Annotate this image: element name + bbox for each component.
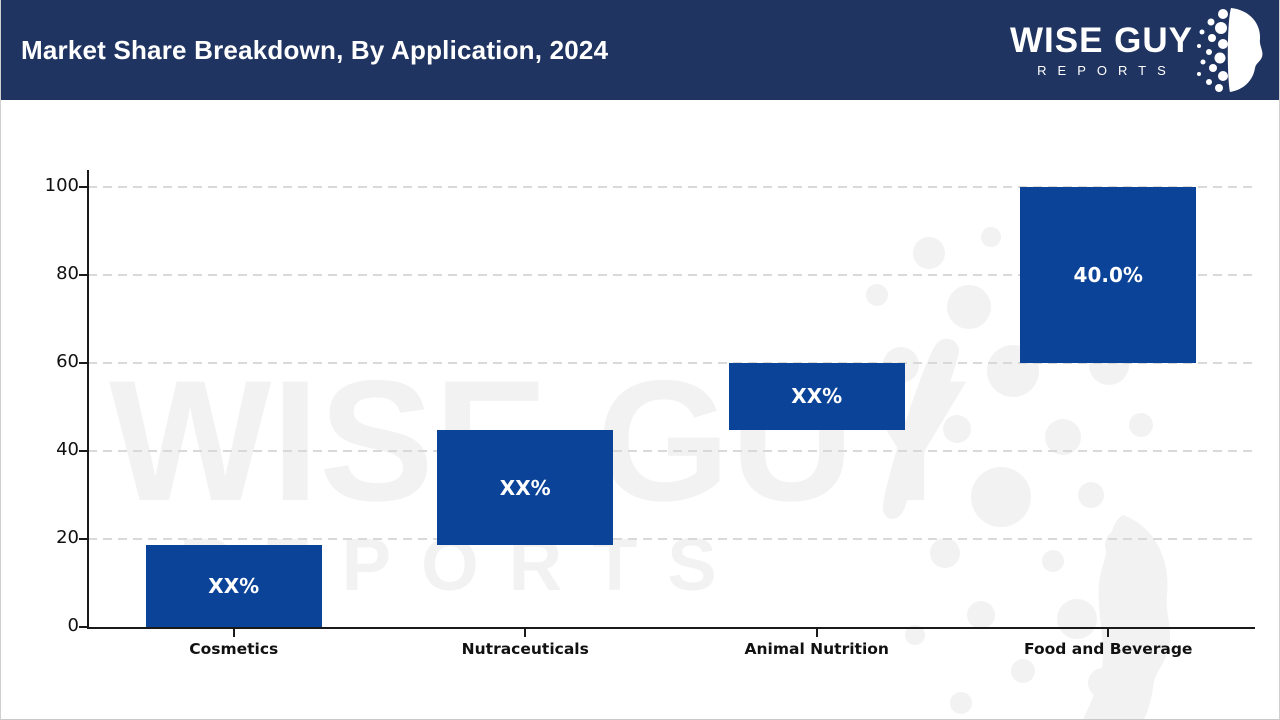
x-tick-mark: [815, 629, 818, 637]
brand-name: WISE GUY: [1009, 20, 1193, 60]
y-tick-mark: [79, 626, 87, 628]
y-tick-mark: [79, 538, 87, 540]
x-tick-mark: [232, 629, 235, 637]
y-tick-label: 20: [56, 527, 79, 548]
x-category-label: Cosmetics: [189, 640, 279, 658]
y-tick-mark: [79, 274, 87, 276]
y-tick-mark: [79, 362, 87, 364]
y-tick-label: 100: [44, 175, 79, 196]
x-category-label: Food and Beverage: [1024, 640, 1193, 658]
brand-face-icon: [1197, 8, 1263, 92]
bar-value-label: XX%: [208, 574, 260, 599]
y-tick-mark: [79, 186, 87, 188]
x-tick-mark: [524, 629, 527, 637]
waterfall-bar-3: XX%: [728, 363, 905, 430]
brand-logo-text: WISE GUY REPORTS: [1010, 23, 1193, 78]
y-axis-line: [87, 170, 89, 629]
y-tick-label: 0: [67, 615, 79, 636]
y-tick-label: 60: [56, 351, 79, 372]
brand-logo: WISE GUY REPORTS: [1010, 6, 1279, 94]
gridline-20: [88, 538, 1254, 540]
y-tick-mark: [79, 450, 87, 452]
gridline-100: [88, 186, 1254, 188]
y-tick-label: 80: [56, 263, 79, 284]
waterfall-bar-2: XX%: [437, 429, 614, 546]
gridline-40: [88, 450, 1254, 452]
x-axis-line: [87, 627, 1255, 629]
waterfall-bar-4: 40.0%: [1020, 187, 1197, 363]
gridline-80: [88, 274, 1254, 276]
x-category-label: Animal Nutrition: [744, 640, 889, 658]
brand-subname: REPORTS: [1037, 62, 1177, 78]
x-category-label: Nutraceuticals: [461, 640, 589, 658]
bar-value-label: 40.0%: [1073, 263, 1143, 287]
bar-value-label: XX%: [499, 475, 551, 500]
x-tick-mark: [1107, 629, 1110, 637]
waterfall-bar-1: XX%: [145, 545, 322, 627]
gridline-60: [88, 362, 1254, 364]
page-title: Market Share Breakdown, By Application, …: [21, 34, 609, 65]
y-tick-label: 40: [56, 439, 79, 460]
bar-value-label: XX%: [791, 384, 843, 409]
header-bar: Market Share Breakdown, By Application, …: [1, 0, 1279, 100]
